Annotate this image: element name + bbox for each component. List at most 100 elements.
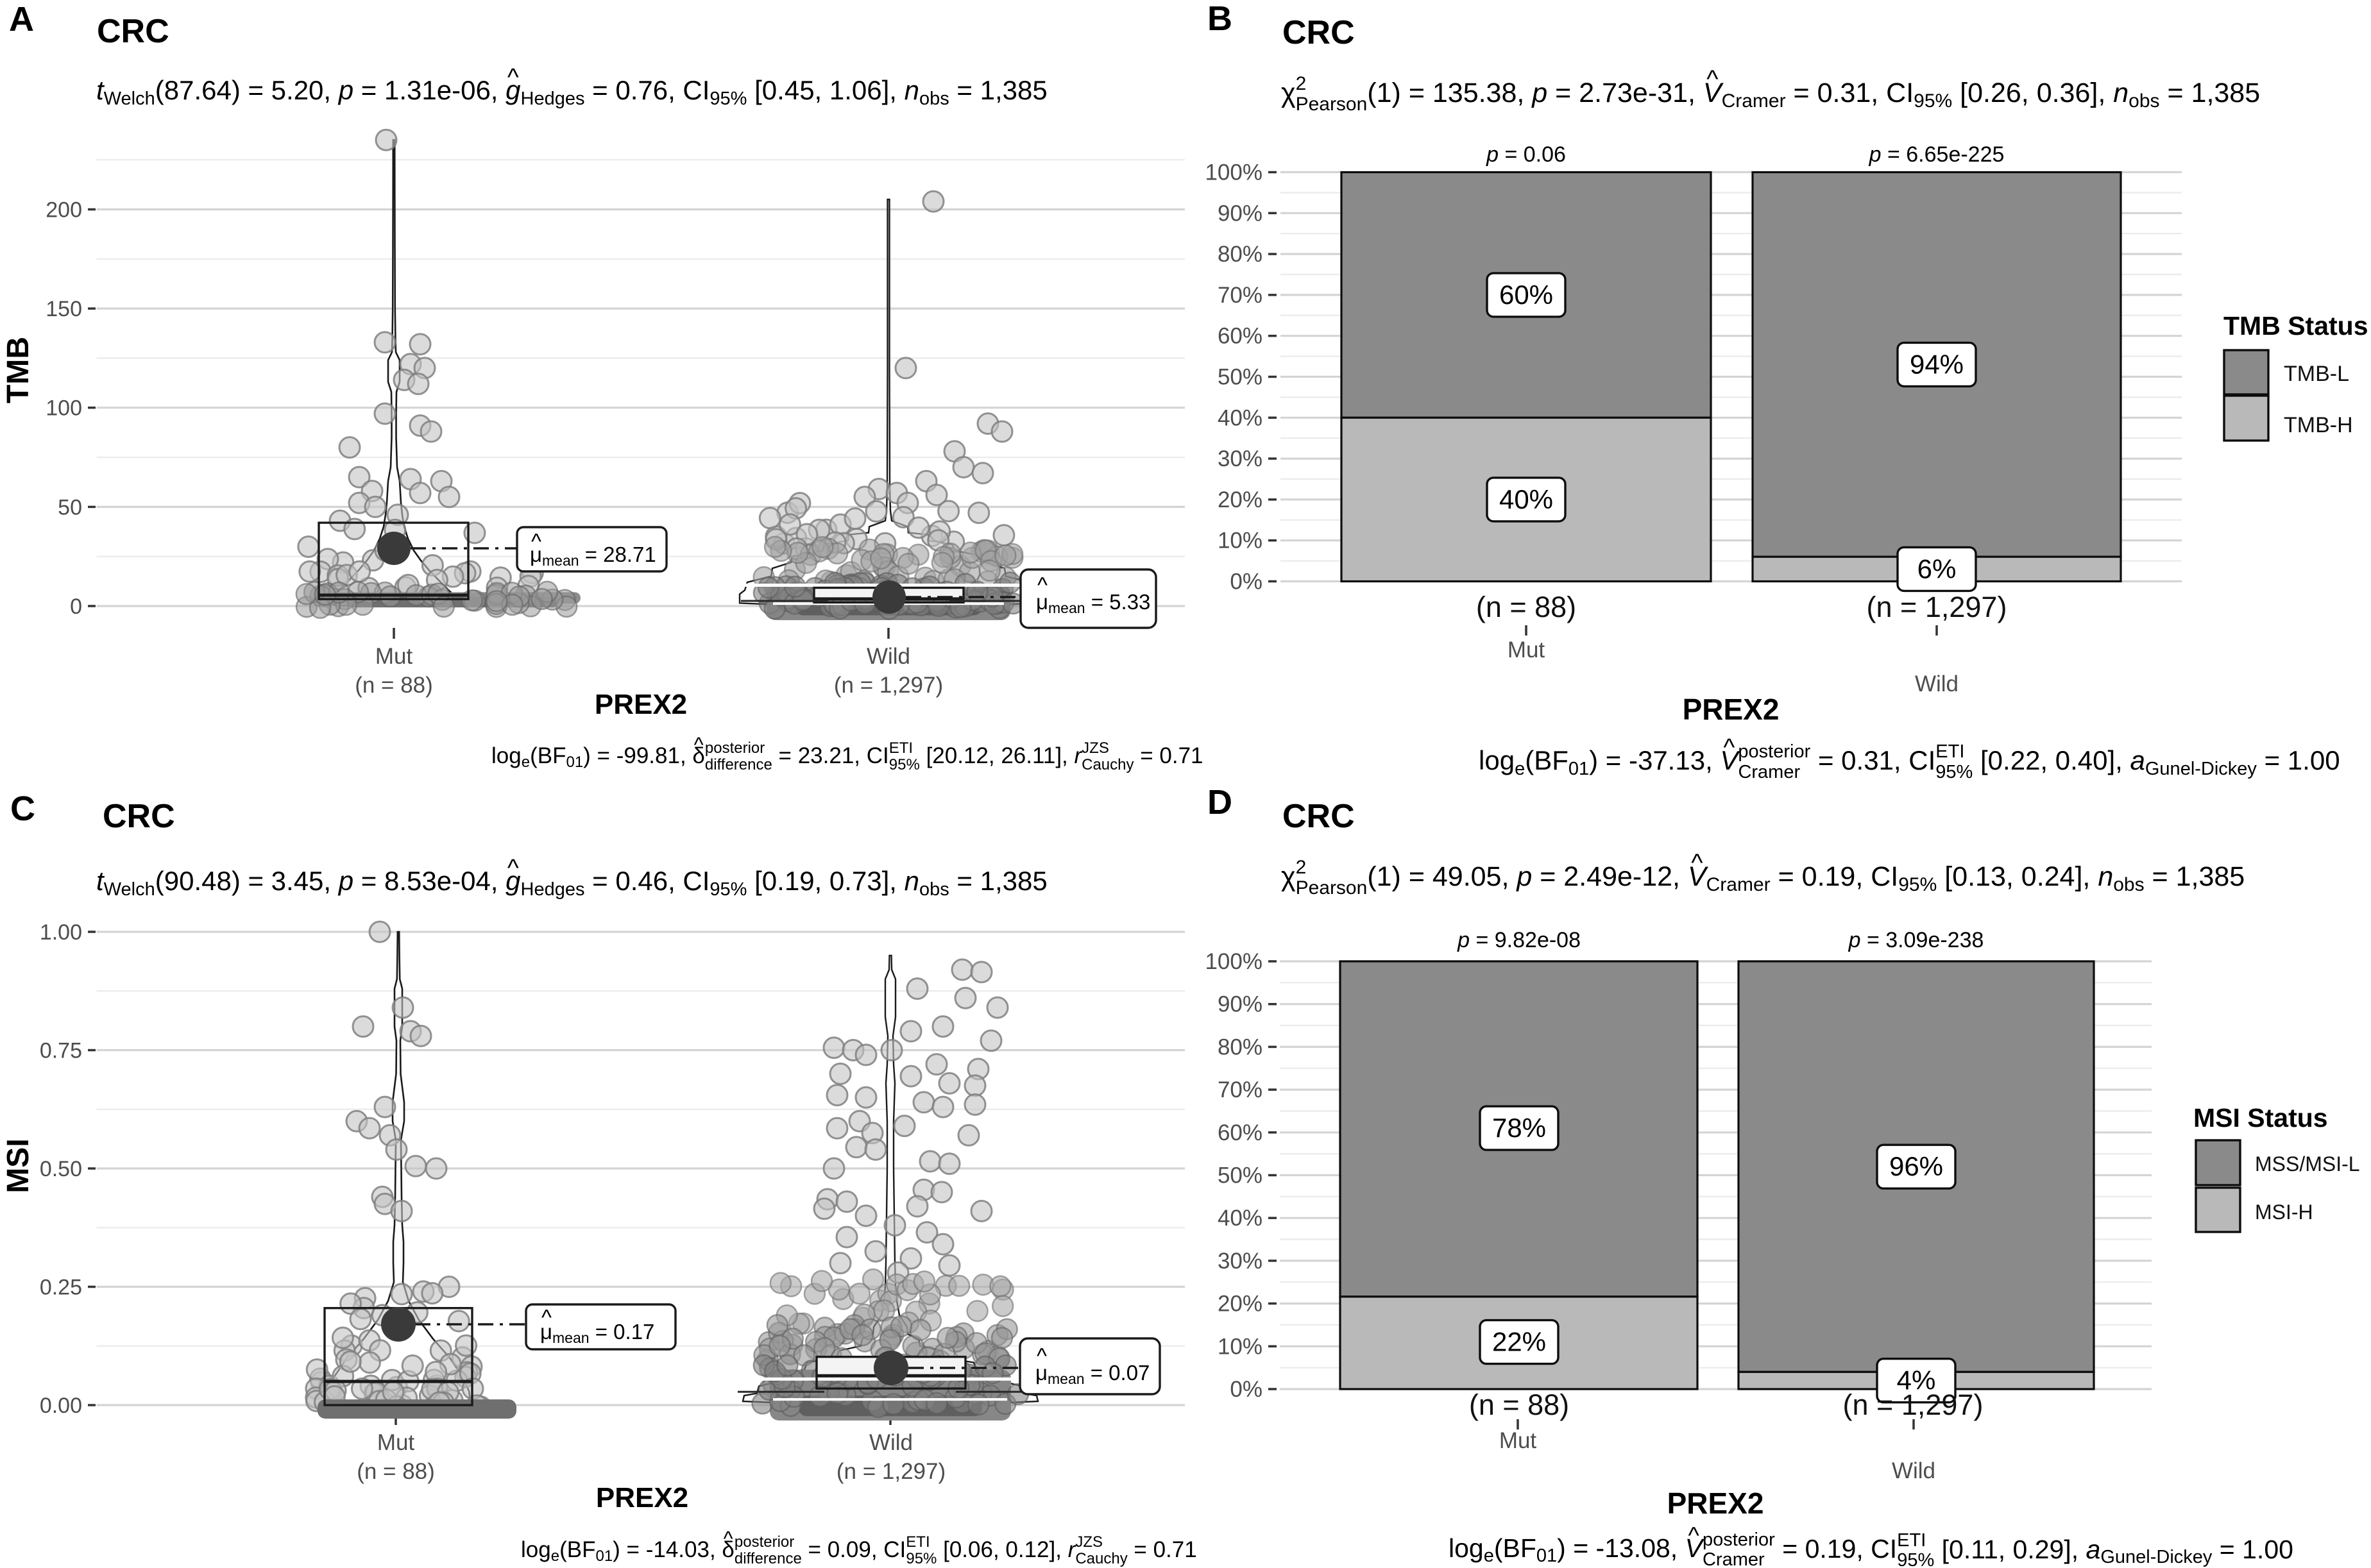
svg-text:20%: 20% [1218, 487, 1262, 512]
svg-text:50%: 50% [1218, 365, 1262, 390]
svg-text:0: 0 [70, 594, 82, 619]
svg-text:TMB: TMB [1, 337, 35, 403]
svg-text:PREX2: PREX2 [1683, 693, 1780, 726]
svg-text:50%: 50% [1218, 1163, 1262, 1188]
svg-text:^: ^ [531, 530, 541, 554]
svg-text:90%: 90% [1218, 992, 1262, 1017]
svg-text:μmean​ = 0.17: μmean​ = 0.17 [540, 1320, 654, 1346]
svg-text:Wild: Wild [1892, 1458, 1935, 1483]
svg-text:100%: 100% [1205, 160, 1262, 185]
svg-text:^: ^ [694, 733, 704, 756]
svg-text:MSI-H: MSI-H [2255, 1201, 2313, 1224]
svg-text:PREX2: PREX2 [596, 1482, 688, 1513]
svg-text:^: ^ [1724, 734, 1735, 761]
svg-text:Wild: Wild [869, 1430, 913, 1455]
svg-text:TMB Status: TMB Status [2223, 311, 2368, 341]
svg-text:100%: 100% [1205, 949, 1262, 974]
svg-text:(n = 88): (n = 88) [1469, 1388, 1569, 1421]
svg-text:150: 150 [46, 297, 82, 321]
svg-text:CRC: CRC [103, 798, 175, 835]
svg-text:40%: 40% [1218, 405, 1262, 430]
svg-text:CRC: CRC [1282, 798, 1355, 835]
svg-text:0.00: 0.00 [40, 1394, 82, 1418]
svg-text:^: ^ [507, 855, 519, 882]
svg-text:22%: 22% [1492, 1327, 1546, 1357]
svg-text:70%: 70% [1218, 1077, 1262, 1102]
svg-text:Mut: Mut [375, 644, 413, 669]
svg-text:^: ^ [724, 1527, 733, 1550]
svg-text:50: 50 [58, 495, 82, 519]
svg-text:Mut: Mut [1508, 637, 1545, 662]
svg-text:Mut: Mut [377, 1430, 415, 1455]
svg-text:μmean​ = 28.71: μmean​ = 28.71 [530, 543, 656, 569]
svg-text:tWelch​(90.48) = 3.45, p = 8.5: tWelch​(90.48) = 3.45, p = 8.53e-04, gHe… [96, 866, 1048, 900]
svg-text:10%: 10% [1218, 1334, 1262, 1359]
svg-text:p = 6.65e-225: p = 6.65e-225 [1869, 142, 2005, 167]
svg-text:PREX2: PREX2 [1667, 1487, 1764, 1520]
svg-text:80%: 80% [1218, 242, 1262, 267]
svg-text:μmean​ = 0.07: μmean​ = 0.07 [1035, 1361, 1150, 1387]
svg-text:Wild: Wild [867, 644, 910, 669]
svg-text:70%: 70% [1218, 283, 1262, 308]
svg-text:^: ^ [1037, 573, 1048, 598]
svg-text:30%: 30% [1218, 1249, 1262, 1274]
svg-text:94%: 94% [1910, 349, 1964, 379]
svg-text:40%: 40% [1218, 1206, 1262, 1231]
svg-text:10%: 10% [1218, 528, 1262, 553]
svg-text:D: D [1207, 783, 1232, 822]
svg-text:78%: 78% [1492, 1113, 1546, 1143]
svg-text:^: ^ [541, 1306, 552, 1330]
svg-text:A: A [9, 0, 34, 38]
svg-text:CRC: CRC [97, 13, 169, 50]
svg-text:(n = 88): (n = 88) [1476, 591, 1576, 623]
svg-text:loge​(BF01​) = -13.08, Vposter: loge​(BF01​) = -13.08, VposteriorCramer​… [1449, 1530, 2293, 1568]
svg-text:C: C [10, 789, 35, 828]
svg-text:Wild: Wild [1915, 671, 1959, 696]
svg-text:0%: 0% [1230, 569, 1262, 594]
svg-text:tWelch​(87.64) = 5.20, p = 1.3: tWelch​(87.64) = 5.20, p = 1.31e-06, gHe… [96, 75, 1048, 109]
svg-text:6%: 6% [1917, 553, 1957, 584]
svg-text:TMB-H: TMB-H [2284, 413, 2353, 437]
svg-text:30%: 30% [1218, 446, 1262, 471]
svg-text:1.00: 1.00 [40, 920, 82, 945]
svg-text:^: ^ [1688, 1522, 1700, 1549]
svg-text:200: 200 [46, 198, 82, 222]
svg-text:100: 100 [46, 396, 82, 421]
svg-text:60%: 60% [1499, 280, 1553, 310]
svg-text:4%: 4% [1897, 1365, 1936, 1395]
svg-text:CRC: CRC [1282, 14, 1355, 51]
svg-text:^: ^ [1706, 66, 1719, 94]
svg-text:0%: 0% [1230, 1377, 1262, 1402]
svg-text:(n = 1,297): (n = 1,297) [834, 673, 943, 698]
svg-text:(n = 1,297): (n = 1,297) [1843, 1388, 1984, 1421]
svg-text:(n = 1,297): (n = 1,297) [837, 1459, 946, 1484]
svg-text:^: ^ [1037, 1344, 1047, 1369]
svg-text:(n = 1,297): (n = 1,297) [1867, 591, 2007, 623]
svg-text:p = 0.06: p = 0.06 [1486, 142, 1566, 167]
svg-text:0.75: 0.75 [40, 1039, 82, 1063]
svg-text:90%: 90% [1218, 201, 1262, 226]
svg-text:loge​(BF01​) = -37.13, Vposter: loge​(BF01​) = -37.13, VposteriorCramer​… [1479, 741, 2340, 782]
svg-text:0.25: 0.25 [40, 1276, 82, 1300]
svg-text:40%: 40% [1499, 484, 1553, 514]
svg-text:(n = 88): (n = 88) [355, 673, 433, 698]
svg-text:^: ^ [507, 64, 519, 91]
svg-text:loge​(BF01​) = -14.03, δposter: loge​(BF01​) = -14.03, δposteriordiffere… [521, 1533, 1197, 1567]
svg-text:0.50: 0.50 [40, 1157, 82, 1181]
svg-text:(n = 88): (n = 88) [357, 1459, 435, 1484]
svg-text:60%: 60% [1218, 324, 1262, 349]
svg-text:loge​(BF01​) = -99.81, δposter: loge​(BF01​) = -99.81, δposteriordiffere… [491, 739, 1203, 773]
svg-text:80%: 80% [1218, 1034, 1262, 1059]
svg-text:^: ^ [1691, 850, 1703, 877]
svg-text:μmean​ = 5.33: μmean​ = 5.33 [1036, 590, 1150, 616]
svg-text:B: B [1207, 0, 1232, 38]
svg-text:60%: 60% [1218, 1120, 1262, 1145]
svg-text:p = 9.82e-08: p = 9.82e-08 [1457, 928, 1581, 952]
svg-text:p = 3.09e-238: p = 3.09e-238 [1848, 928, 1984, 952]
svg-text:TMB-L: TMB-L [2284, 362, 2349, 386]
svg-text:96%: 96% [1889, 1151, 1943, 1181]
svg-text:20%: 20% [1218, 1292, 1262, 1317]
svg-text:PREX2: PREX2 [595, 689, 687, 720]
